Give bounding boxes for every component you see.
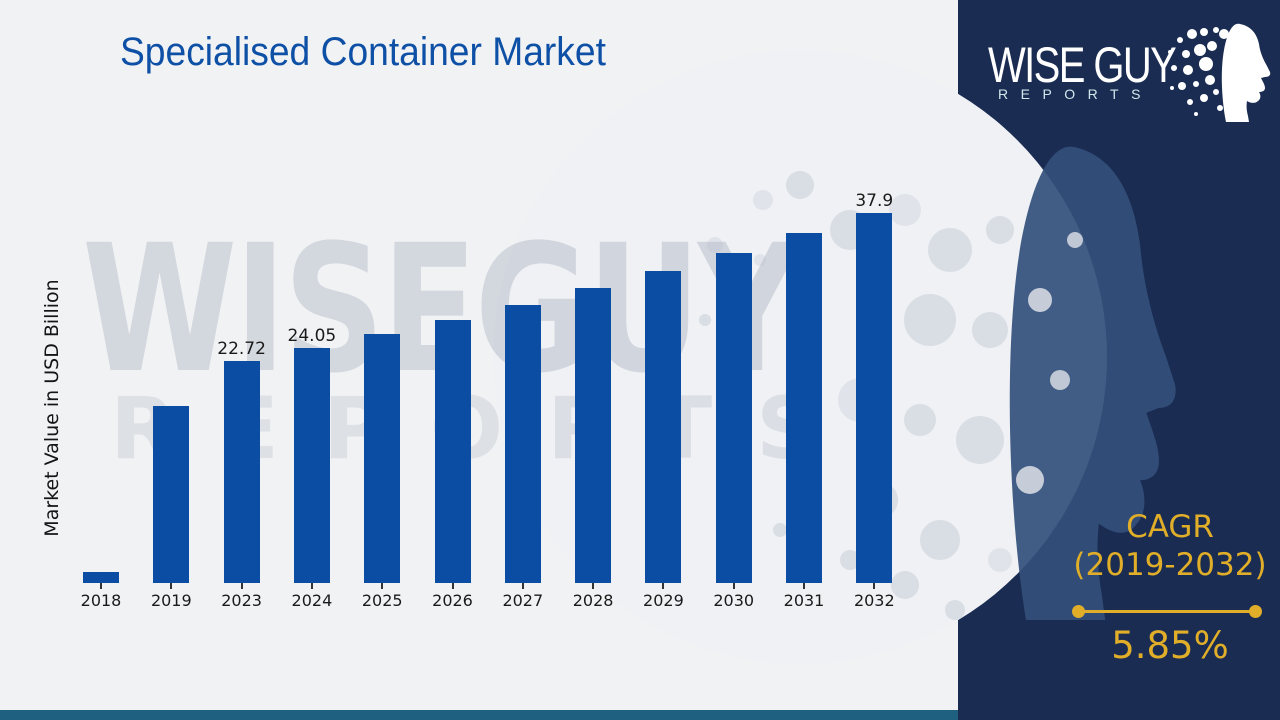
page-title: Specialised Container Market xyxy=(120,30,606,74)
x-label-2019: 2019 xyxy=(150,591,192,610)
face-profile-graphic xyxy=(1009,146,1176,620)
bar-2027 xyxy=(504,305,541,583)
cagr-period: (2019-2032) xyxy=(1073,547,1267,583)
brand-face-icon xyxy=(1168,23,1271,122)
x-tick-2032 xyxy=(873,583,876,589)
x-tick-2026 xyxy=(451,583,454,589)
x-label-2031: 2031 xyxy=(783,591,825,610)
cagr-heading: CAGR (2019-2032) xyxy=(1068,508,1272,584)
x-tick-2027 xyxy=(521,583,524,589)
x-tick-2029 xyxy=(662,583,665,589)
cagr-label: CAGR xyxy=(1126,509,1214,545)
divider-dot-right xyxy=(1249,605,1262,618)
x-label-2025: 2025 xyxy=(361,591,403,610)
brand-logo: WISE GUY REPORTS xyxy=(988,40,1208,110)
bar-2024 xyxy=(293,348,330,583)
bar-2026 xyxy=(434,320,471,583)
bar-2019 xyxy=(153,406,190,583)
bar-2028 xyxy=(575,288,612,583)
x-tick-2025 xyxy=(381,583,384,589)
cagr-divider-line xyxy=(1078,610,1256,613)
bar-2023 xyxy=(223,361,260,583)
bar-2030 xyxy=(715,253,752,583)
brand-name: WISE GUY xyxy=(988,37,1177,93)
x-label-2028: 2028 xyxy=(572,591,614,610)
bar-2029 xyxy=(645,271,682,583)
x-tick-2028 xyxy=(592,583,595,589)
x-label-2018: 2018 xyxy=(80,591,122,610)
x-label-2027: 2027 xyxy=(502,591,544,610)
cagr-value: 5.85% xyxy=(1111,624,1229,667)
bar-value-2032: 37.9 xyxy=(855,191,894,211)
bar-2025 xyxy=(364,334,401,583)
x-tick-2018 xyxy=(100,583,102,589)
x-label-2032: 2032 xyxy=(853,591,895,610)
bar-2031 xyxy=(786,233,822,583)
divider-dot-left xyxy=(1072,605,1085,618)
x-label-2029: 2029 xyxy=(643,591,684,610)
x-label-2024: 2024 xyxy=(291,591,333,610)
bar-value-2023: 22.72 xyxy=(217,339,266,359)
brand-face-dots xyxy=(1168,27,1233,116)
x-label-2026: 2026 xyxy=(432,591,473,610)
bottom-accent-strip xyxy=(0,710,958,720)
bar-2032 xyxy=(856,213,893,583)
x-tick-2030 xyxy=(732,583,735,589)
x-tick-2024 xyxy=(310,583,313,589)
bar-value-2024: 24.05 xyxy=(287,326,337,346)
x-label-2023: 2023 xyxy=(221,591,262,610)
bar-chart: 2018 2019 22.72 2023 24.05 2024 2025 2026 2027 20… xyxy=(80,191,895,610)
brand-subname: REPORTS xyxy=(998,86,1153,102)
x-tick-2019 xyxy=(170,583,173,589)
x-tick-2023 xyxy=(240,583,243,589)
x-label-2030: 2030 xyxy=(713,591,755,610)
x-tick-2031 xyxy=(803,583,805,589)
bar-2018 xyxy=(83,572,119,583)
